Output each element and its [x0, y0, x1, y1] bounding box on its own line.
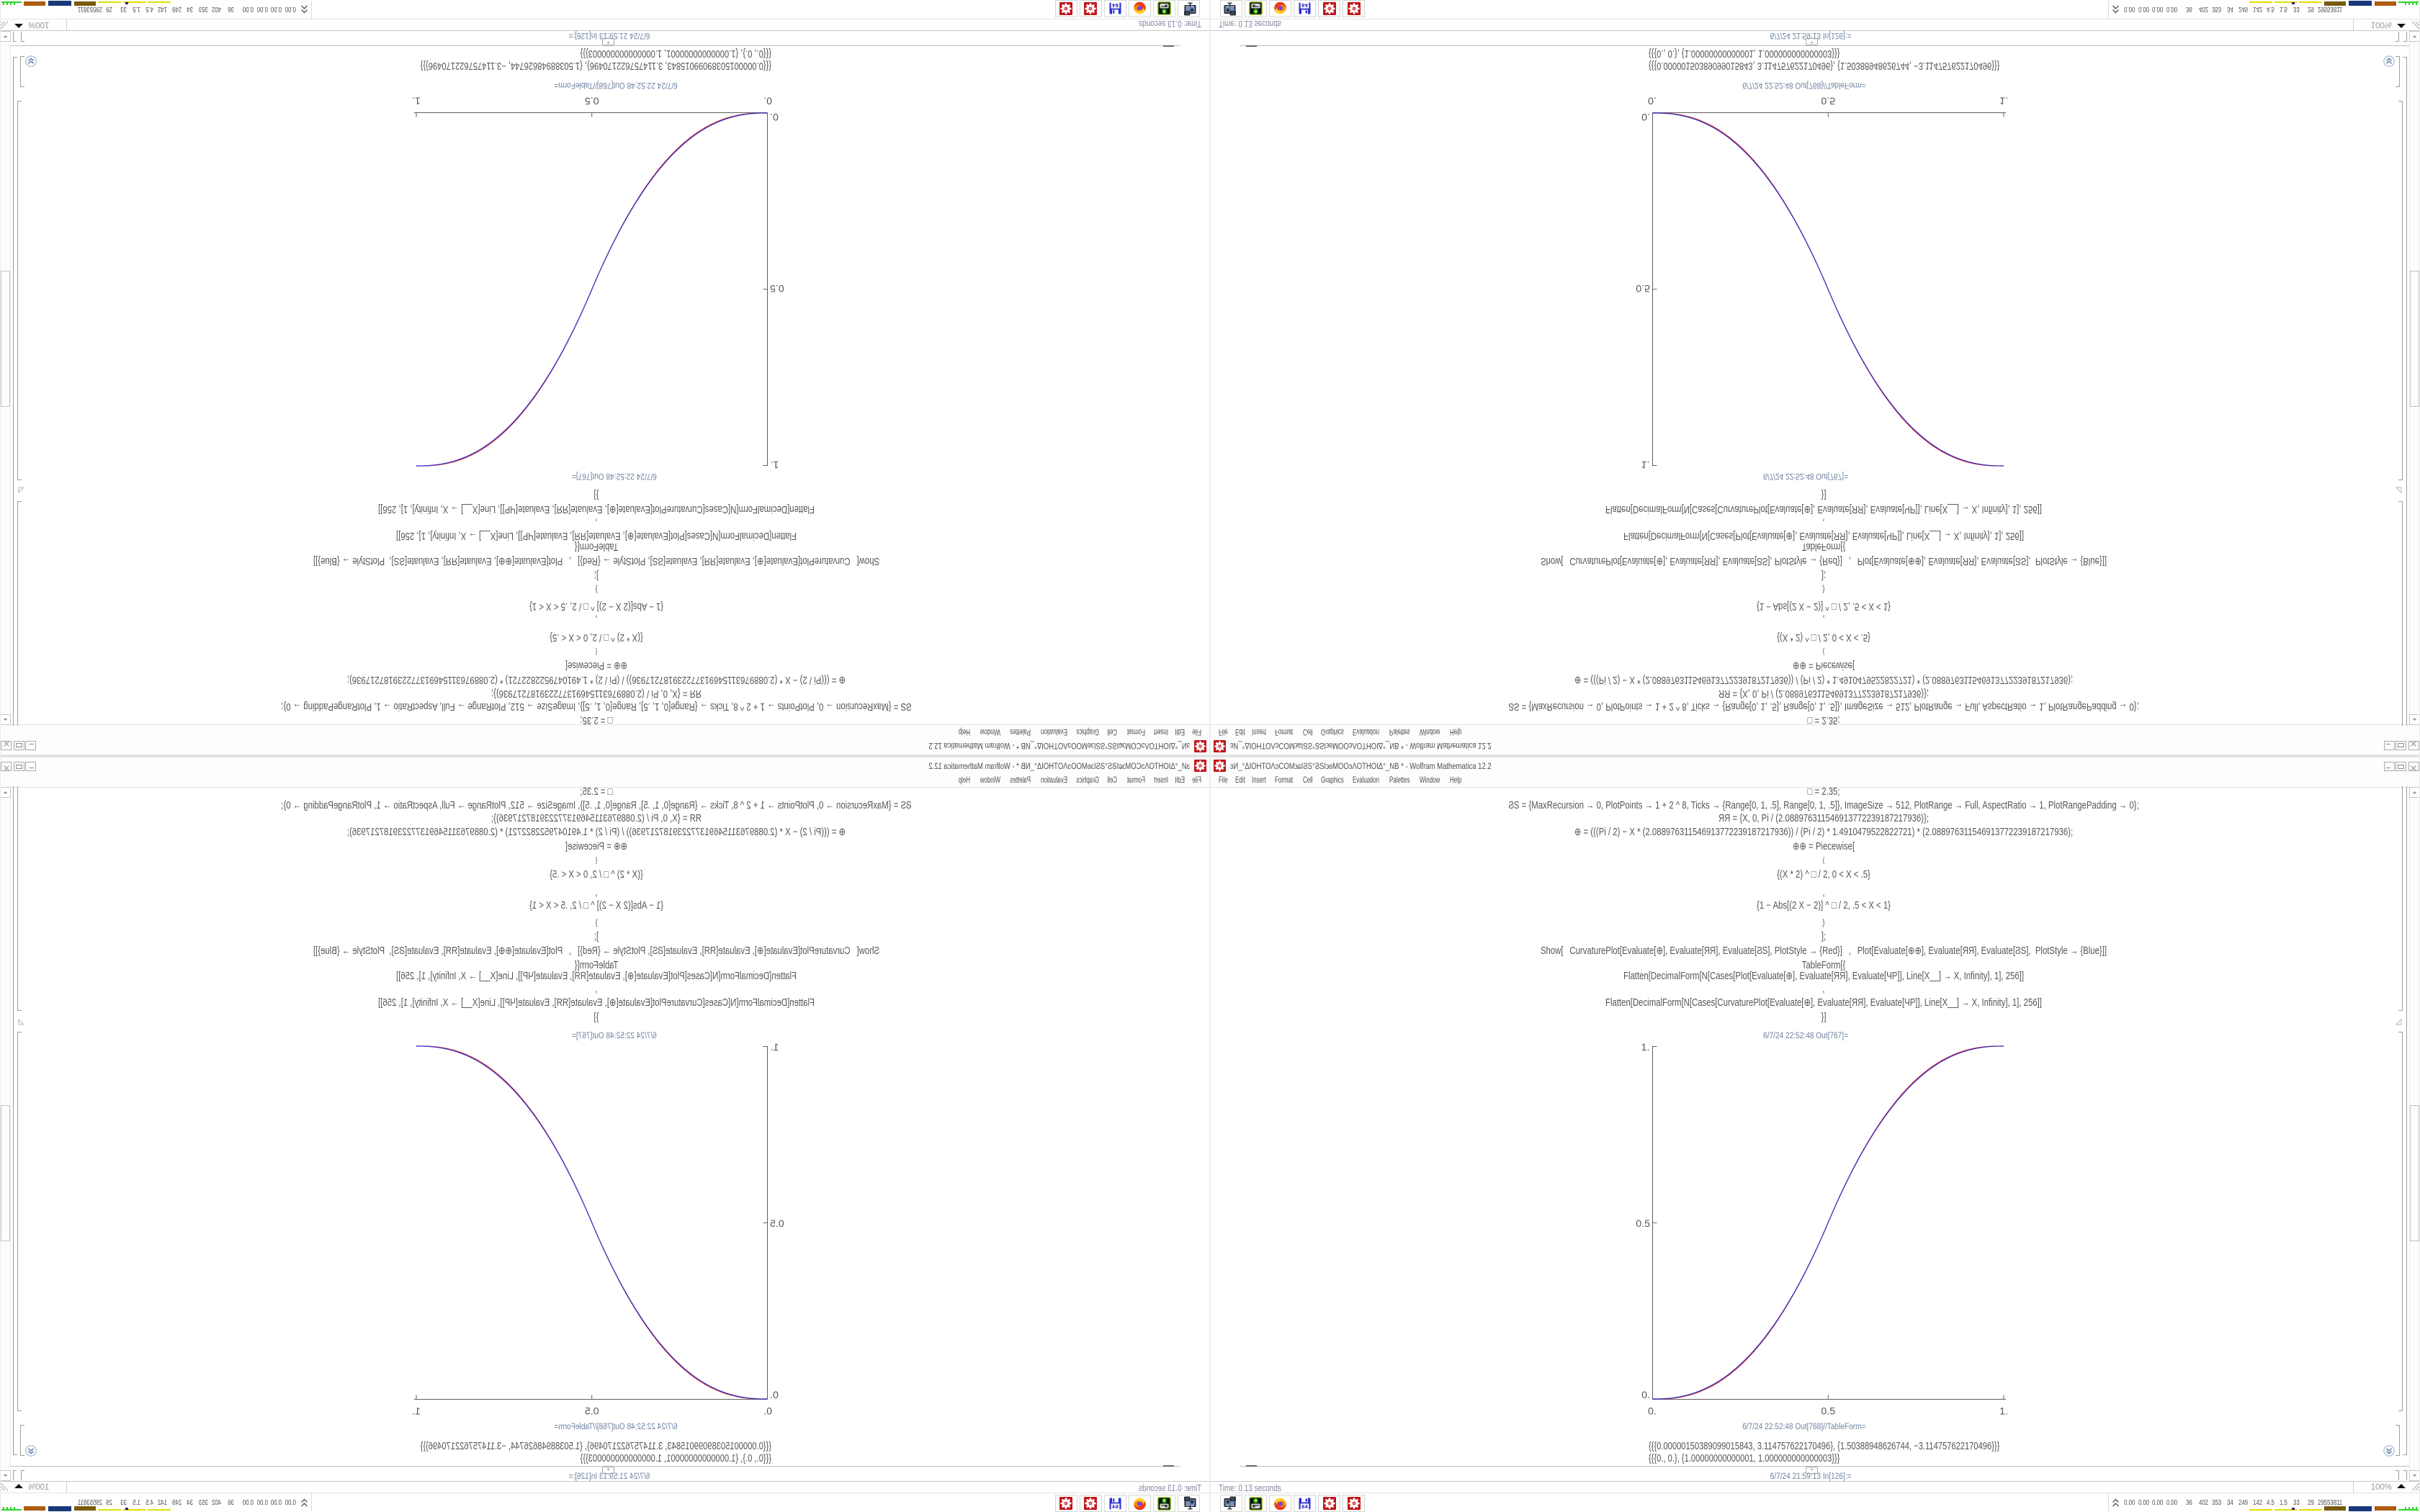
svg-text:0.: 0. [1648, 94, 1657, 106]
svg-text:1.: 1. [1999, 94, 2008, 106]
svg-text:0.: 0. [770, 111, 779, 122]
svg-text:64: 64 [1112, 1505, 1119, 1511]
svg-text:0.5: 0.5 [1821, 1406, 1835, 1418]
svg-text:64: 64 [1301, 2, 1309, 8]
svg-text:0.5: 0.5 [1821, 94, 1835, 106]
svg-text:64: 64 [1301, 1505, 1309, 1511]
svg-text:0.: 0. [763, 1406, 772, 1418]
svg-text:0.5: 0.5 [1636, 282, 1650, 294]
svg-text:0.5: 0.5 [585, 94, 599, 106]
svg-text:0.: 0. [763, 94, 772, 106]
svg-text:1.: 1. [771, 459, 779, 470]
svg-text:1.: 1. [1999, 1406, 2008, 1418]
svg-text:0.5: 0.5 [585, 1406, 599, 1418]
svg-text:0.: 0. [1648, 1406, 1657, 1418]
svg-text:0.: 0. [1641, 111, 1650, 122]
svg-text:0.5: 0.5 [770, 1218, 784, 1230]
svg-text:0.5: 0.5 [1636, 1218, 1650, 1230]
svg-text:1.: 1. [1641, 459, 1650, 470]
svg-text:0.: 0. [770, 1390, 779, 1401]
svg-text:1.: 1. [771, 1042, 779, 1053]
svg-text:0.5: 0.5 [770, 282, 784, 294]
svg-text:1.: 1. [412, 1406, 421, 1418]
svg-text:64: 64 [1112, 2, 1119, 8]
svg-text:0.: 0. [1641, 1390, 1650, 1401]
svg-text:1.: 1. [1641, 1042, 1650, 1053]
svg-text:1.: 1. [412, 94, 421, 106]
